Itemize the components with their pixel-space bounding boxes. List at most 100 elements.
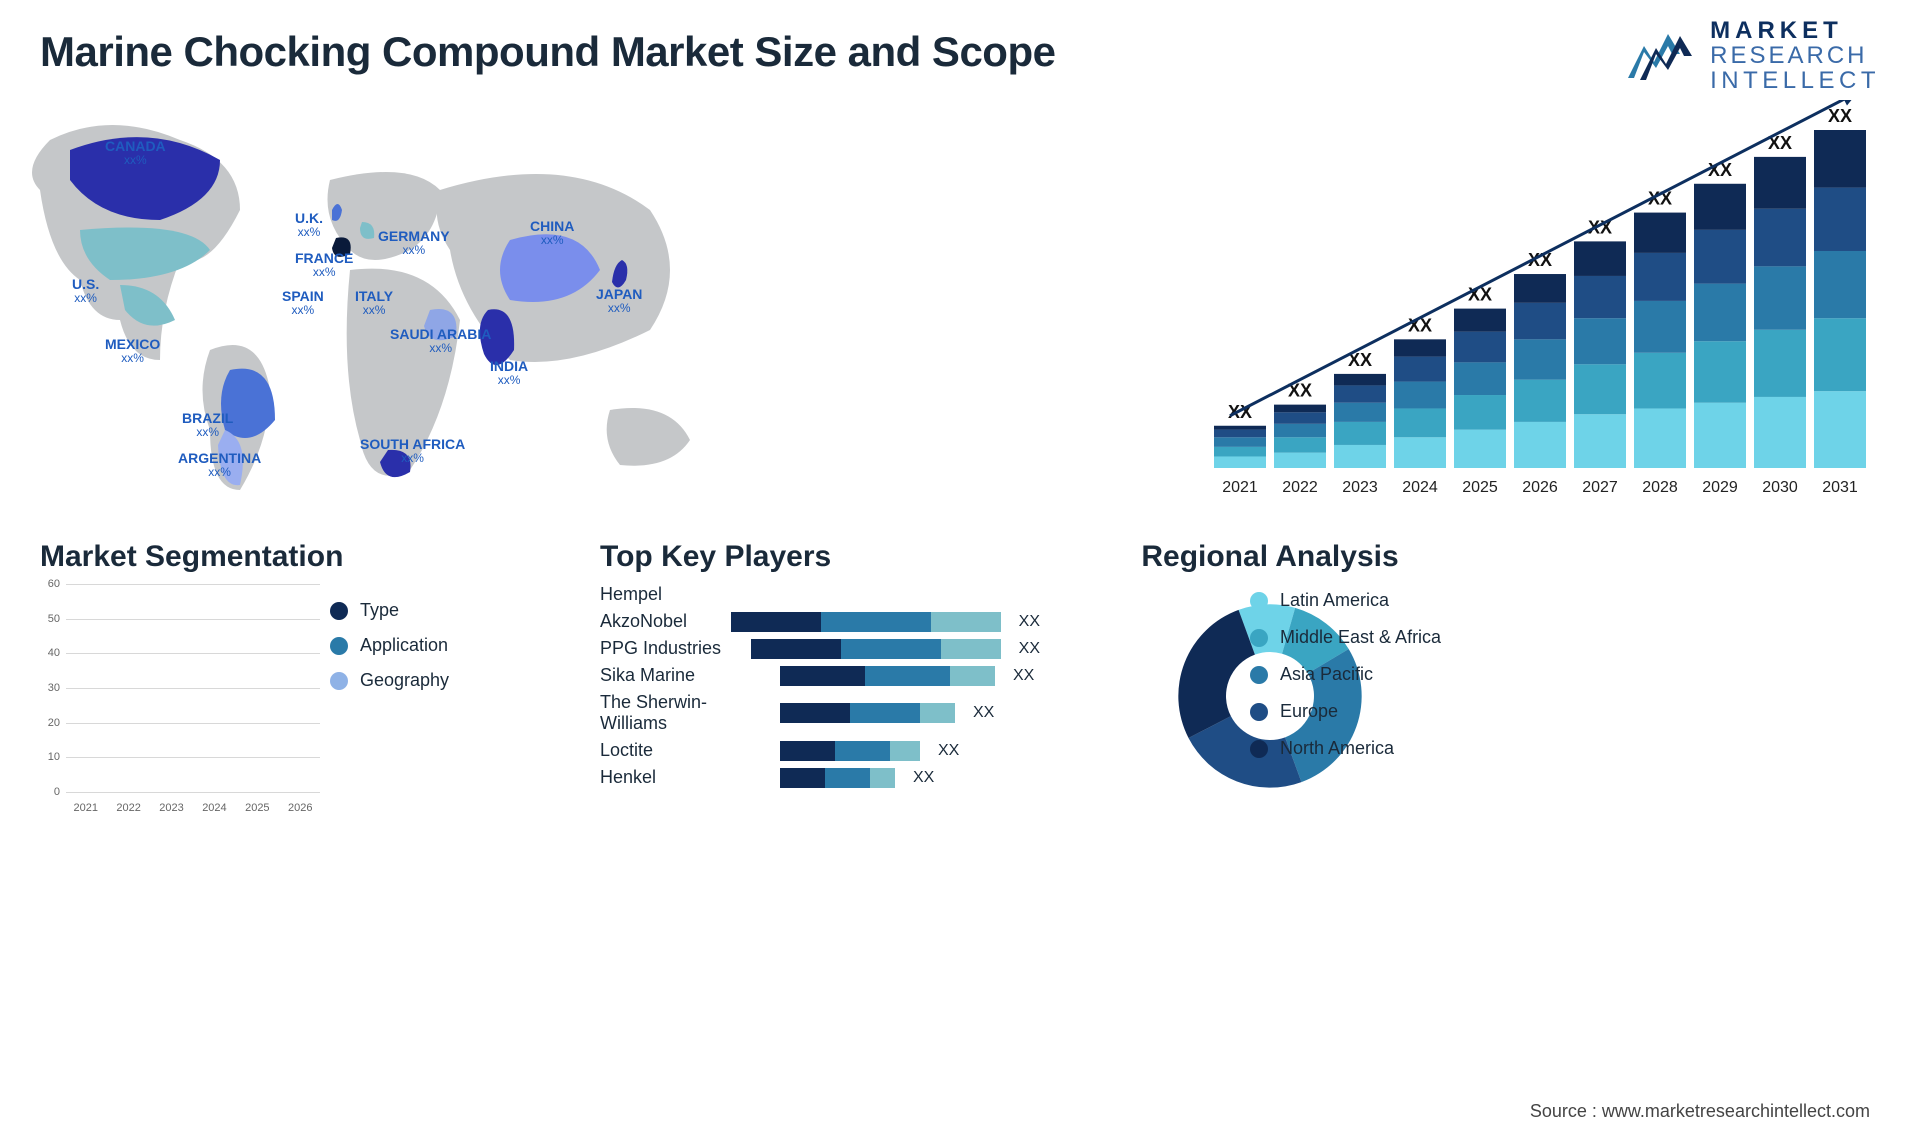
logo-line1: MARKET	[1710, 18, 1880, 43]
regional-legend-asia-pacific: Asia Pacific	[1250, 664, 1470, 685]
growth-bar-2025-seg4	[1454, 309, 1506, 332]
map-label-u-k-: U.K.xx%	[295, 210, 323, 240]
player-bar	[751, 639, 1001, 659]
regional-legend-latin-america: Latin America	[1250, 590, 1470, 611]
growth-bar-2030-seg4	[1754, 157, 1806, 209]
brand-logo: MARKET RESEARCH INTELLECT	[1626, 18, 1880, 94]
growth-year-2021: 2021	[1222, 479, 1258, 496]
growth-bar-2025-seg1	[1454, 395, 1506, 430]
seg-xlabel-2022: 2022	[114, 802, 142, 814]
player-bar-seg1	[821, 612, 931, 632]
map-label-saudi-arabia: SAUDI ARABIAxx%	[390, 326, 491, 356]
growth-year-2028: 2028	[1642, 479, 1678, 496]
player-bar-seg2	[870, 768, 895, 788]
player-row-ppg-industries: PPG Industries XX	[600, 638, 1040, 659]
growth-bar-2031-seg4	[1814, 130, 1866, 188]
map-label-argentina: ARGENTINAxx%	[178, 450, 261, 480]
seg-legend-type: Type	[330, 600, 449, 621]
seg-xlabel-2023: 2023	[157, 802, 185, 814]
growth-bar-2022-seg4	[1274, 405, 1326, 413]
map-label-mexico: MEXICOxx%	[105, 336, 160, 366]
map-label-canada: CANADAxx%	[105, 138, 166, 168]
growth-bar-2026-seg1	[1514, 380, 1566, 422]
player-value: XX	[1019, 613, 1040, 631]
player-bar-seg0	[731, 612, 821, 632]
growth-bar-2021-seg4	[1214, 426, 1266, 430]
growth-bar-2028-seg1	[1634, 353, 1686, 409]
growth-bar-2029-seg0	[1694, 403, 1746, 468]
growth-bar-2028-seg4	[1634, 213, 1686, 253]
map-label-china: CHINAxx%	[530, 218, 574, 248]
player-value: XX	[1019, 640, 1040, 658]
player-value: XX	[938, 742, 959, 760]
player-label: Loctite	[600, 740, 770, 761]
growth-bar-2029-seg3	[1694, 230, 1746, 284]
player-bar-seg1	[841, 639, 941, 659]
player-label: Hempel	[600, 584, 770, 605]
growth-bar-2023-seg3	[1334, 385, 1386, 402]
growth-bar-2024-seg3	[1394, 357, 1446, 382]
growth-bar-2025-seg3	[1454, 332, 1506, 363]
logo-icon	[1626, 28, 1696, 84]
player-bar-seg2	[920, 703, 955, 723]
growth-bar-2021-seg2	[1214, 437, 1266, 447]
logo-line2: RESEARCH	[1710, 43, 1880, 68]
map-label-spain: SPAINxx%	[282, 288, 324, 318]
map-label-germany: GERMANYxx%	[378, 228, 450, 258]
growth-bar-2024-seg2	[1394, 382, 1446, 409]
growth-bar-2029-seg1	[1694, 341, 1746, 402]
growth-bar-2031-seg2	[1814, 251, 1866, 318]
map-label-brazil: BRAZILxx%	[182, 410, 233, 440]
source-text: Source : www.marketresearchintellect.com	[1530, 1101, 1870, 1122]
growth-bar-2023-seg1	[1334, 422, 1386, 445]
player-bar	[780, 768, 895, 788]
player-row-henkel: HenkelXX	[600, 767, 1040, 788]
players-title: Top Key Players	[600, 540, 1040, 574]
growth-bar-2029-seg2	[1694, 284, 1746, 342]
growth-bar-2027-seg0	[1574, 414, 1626, 468]
regional-legend-europe: Europe	[1250, 701, 1470, 722]
growth-bar-2026-seg3	[1514, 303, 1566, 339]
players-list: HempelAkzoNobelXXPPG IndustriesXXSika Ma…	[600, 584, 1040, 788]
player-bar-seg2	[931, 612, 1001, 632]
player-value: XX	[973, 704, 994, 722]
growth-bar-2021-seg0	[1214, 456, 1266, 468]
regional-legend-middle-east-africa: Middle East & Africa	[1250, 627, 1470, 648]
growth-bar-2024-seg0	[1394, 437, 1446, 468]
growth-year-2027: 2027	[1582, 479, 1618, 496]
player-label: The Sherwin-Williams	[600, 692, 770, 734]
seg-legend-application: Application	[330, 635, 449, 656]
growth-bar-2027-seg3	[1574, 276, 1626, 318]
seg-xlabel-2025: 2025	[243, 802, 271, 814]
growth-year-2024: 2024	[1402, 479, 1438, 496]
player-label: Henkel	[600, 767, 770, 788]
player-row-loctite: Loctite XX	[600, 740, 1040, 761]
regional-legend: Latin America Middle East & Africa Asia Pa…	[1250, 590, 1470, 759]
growth-bar-2026-seg0	[1514, 422, 1566, 468]
player-bar-seg2	[941, 639, 1001, 659]
growth-bar-2027-seg1	[1574, 364, 1626, 414]
growth-bar-2024-seg1	[1394, 408, 1446, 437]
growth-bar-label-2031: XX	[1828, 106, 1852, 126]
seg-xlabel-2024: 2024	[200, 802, 228, 814]
player-bar-seg0	[780, 666, 865, 686]
growth-bar-2022-seg1	[1274, 437, 1326, 452]
player-label: AkzoNobel	[600, 611, 721, 632]
map-label-india: INDIAxx%	[490, 358, 528, 388]
growth-bar-2022-seg2	[1274, 424, 1326, 437]
growth-chart: XX2021XX2022XX2023XX2024XX2025XX2026XX20…	[1200, 100, 1880, 500]
growth-bar-2027-seg4	[1574, 241, 1626, 276]
growth-bar-2031-seg0	[1814, 391, 1866, 468]
player-value: XX	[1013, 667, 1034, 685]
growth-year-2025: 2025	[1462, 479, 1498, 496]
growth-bar-2031-seg1	[1814, 318, 1866, 391]
growth-bar-2025-seg0	[1454, 430, 1506, 468]
growth-year-2026: 2026	[1522, 479, 1558, 496]
growth-bar-2030-seg2	[1754, 266, 1806, 329]
page-title: Marine Chocking Compound Market Size and…	[40, 28, 1055, 76]
regional-legend-north-america: North America	[1250, 738, 1470, 759]
growth-bar-2030-seg1	[1754, 330, 1806, 397]
player-label: PPG Industries	[600, 638, 741, 659]
map-label-france: FRANCExx%	[295, 250, 353, 280]
growth-bar-2022-seg3	[1274, 412, 1326, 424]
